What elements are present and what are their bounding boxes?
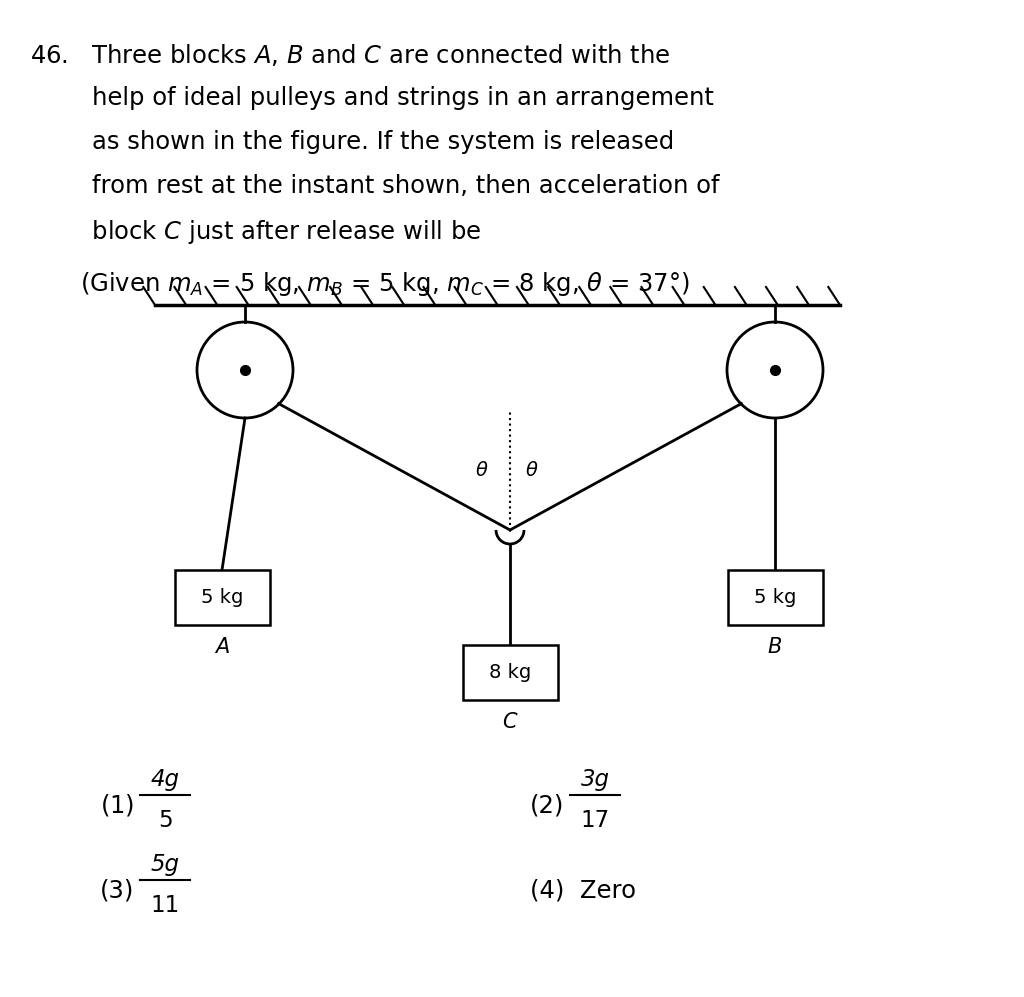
Text: $A$: $A$ xyxy=(214,637,230,657)
Text: from rest at the instant shown, then acceleration of: from rest at the instant shown, then acc… xyxy=(30,174,720,198)
Text: (4)  Zero: (4) Zero xyxy=(530,878,636,902)
Bar xyxy=(727,570,822,625)
Text: 5g: 5g xyxy=(151,853,179,876)
Text: (3): (3) xyxy=(100,878,134,902)
Text: $C$: $C$ xyxy=(502,712,518,732)
Text: 3g: 3g xyxy=(581,768,609,791)
Bar xyxy=(463,645,557,700)
Text: block $C$ just after release will be: block $C$ just after release will be xyxy=(30,218,481,246)
Text: 46.   Three blocks $A$, $B$ and $C$ are connected with the: 46. Three blocks $A$, $B$ and $C$ are co… xyxy=(30,42,671,68)
Bar xyxy=(174,570,269,625)
Text: help of ideal pulleys and strings in an arrangement: help of ideal pulleys and strings in an … xyxy=(30,86,714,110)
Text: as shown in the figure. If the system is released: as shown in the figure. If the system is… xyxy=(30,130,674,154)
Text: 8 kg: 8 kg xyxy=(488,663,531,682)
Text: $B$: $B$ xyxy=(767,637,782,657)
Text: 5 kg: 5 kg xyxy=(201,588,243,607)
Text: $\theta$: $\theta$ xyxy=(525,461,539,480)
Text: 4g: 4g xyxy=(151,768,179,791)
Text: (Given $m_A$ = 5 kg, $m_B$ = 5 kg, $m_C$ = 8 kg, $\theta$ = 37°): (Given $m_A$ = 5 kg, $m_B$ = 5 kg, $m_C$… xyxy=(80,270,689,298)
Text: $\mathit{(1)}$: $\mathit{(1)}$ xyxy=(100,792,134,818)
Text: 5: 5 xyxy=(158,809,172,832)
Text: $\theta$: $\theta$ xyxy=(475,461,488,480)
Text: 11: 11 xyxy=(151,894,179,917)
Text: (2): (2) xyxy=(530,793,564,817)
Text: 17: 17 xyxy=(581,809,609,832)
Text: 5 kg: 5 kg xyxy=(754,588,797,607)
